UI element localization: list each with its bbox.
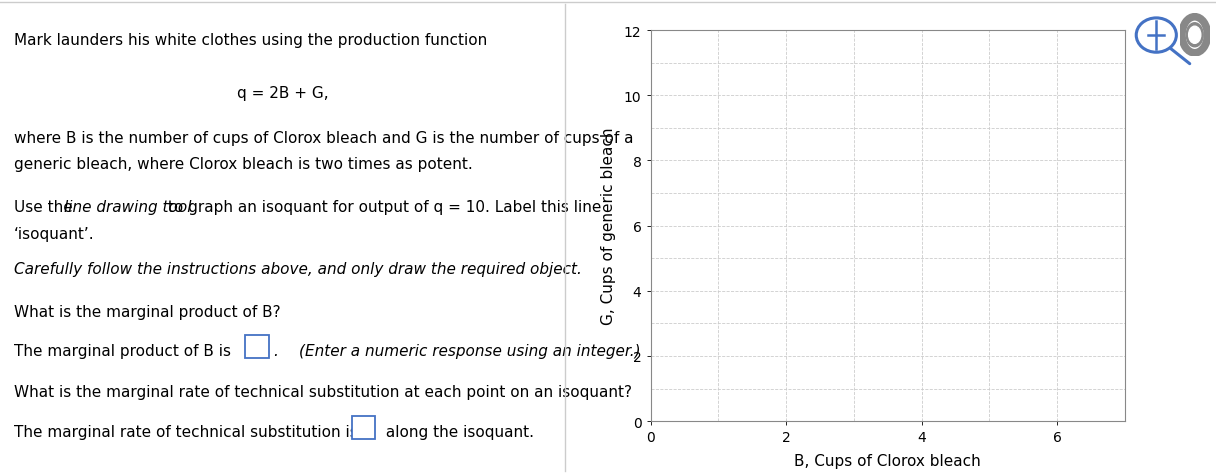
Text: to graph an isoquant for output of q = 10. Label this line: to graph an isoquant for output of q = 1… (163, 200, 602, 215)
Text: .   (Enter a numeric response using an integer.): . (Enter a numeric response using an int… (274, 344, 641, 358)
Y-axis label: G, Cups of generic bleach: G, Cups of generic bleach (601, 128, 615, 325)
Text: The marginal product of B is: The marginal product of B is (15, 344, 231, 358)
X-axis label: B, Cups of Clorox bleach: B, Cups of Clorox bleach (794, 453, 981, 467)
Text: along the isoquant.: along the isoquant. (381, 425, 534, 439)
Text: Use the: Use the (15, 200, 78, 215)
Circle shape (1189, 27, 1200, 44)
Text: Mark launders his white clothes using the production function: Mark launders his white clothes using th… (15, 33, 488, 48)
Text: What is the marginal product of B?: What is the marginal product of B? (15, 305, 281, 319)
Text: Carefully follow the instructions above, and only draw the required object.: Carefully follow the instructions above,… (15, 262, 582, 277)
Circle shape (1187, 24, 1203, 48)
Text: What is the marginal rate of technical substitution at each point on an isoquant: What is the marginal rate of technical s… (15, 385, 632, 399)
Text: The marginal rate of technical substitution is: The marginal rate of technical substitut… (15, 425, 358, 439)
Text: q = 2B + G,: q = 2B + G, (237, 86, 328, 100)
Text: line drawing tool: line drawing tool (64, 200, 191, 215)
Text: where B is the number of cups of Clorox bleach and G is the number of cups of a: where B is the number of cups of Clorox … (15, 131, 634, 146)
FancyBboxPatch shape (351, 416, 376, 439)
Text: ‘isoquant’.: ‘isoquant’. (15, 226, 95, 241)
FancyBboxPatch shape (246, 336, 269, 358)
Text: generic bleach, where Clorox bleach is two times as potent.: generic bleach, where Clorox bleach is t… (15, 157, 473, 172)
